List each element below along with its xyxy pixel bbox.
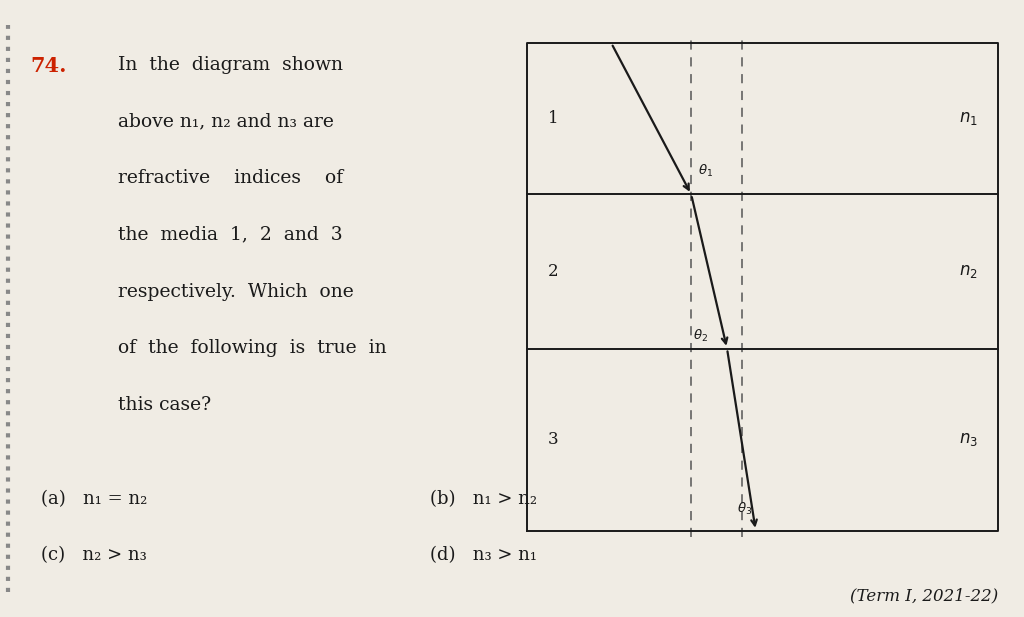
Text: 2: 2 bbox=[548, 263, 558, 280]
Text: (b)   n₁ > n₂: (b) n₁ > n₂ bbox=[430, 491, 538, 508]
Text: refractive    indices    of: refractive indices of bbox=[118, 169, 343, 187]
Text: the  media  1,  2  and  3: the media 1, 2 and 3 bbox=[118, 226, 342, 244]
Text: $n_2$: $n_2$ bbox=[959, 263, 978, 280]
Text: $n_3$: $n_3$ bbox=[958, 431, 978, 448]
Text: $\theta_2$: $\theta_2$ bbox=[693, 328, 709, 344]
Text: In  the  diagram  shown: In the diagram shown bbox=[118, 56, 343, 73]
Text: $n_1$: $n_1$ bbox=[959, 110, 978, 127]
Text: 1: 1 bbox=[548, 110, 558, 127]
Text: 3: 3 bbox=[548, 431, 558, 448]
Text: respectively.  Which  one: respectively. Which one bbox=[118, 283, 353, 300]
Text: $\theta_3$: $\theta_3$ bbox=[737, 501, 753, 517]
Text: (a)   n₁ = n₂: (a) n₁ = n₂ bbox=[41, 491, 147, 508]
Text: of  the  following  is  true  in: of the following is true in bbox=[118, 339, 386, 357]
Text: 74.: 74. bbox=[31, 56, 68, 75]
Text: (Term I, 2021-22): (Term I, 2021-22) bbox=[850, 587, 998, 605]
Text: above n₁, n₂ and n₃ are: above n₁, n₂ and n₃ are bbox=[118, 112, 334, 130]
Text: $\theta_1$: $\theta_1$ bbox=[698, 163, 714, 179]
Text: (c)   n₂ > n₃: (c) n₂ > n₃ bbox=[41, 546, 146, 564]
Text: this case?: this case? bbox=[118, 396, 211, 414]
Text: (d)   n₃ > n₁: (d) n₃ > n₁ bbox=[430, 546, 537, 564]
